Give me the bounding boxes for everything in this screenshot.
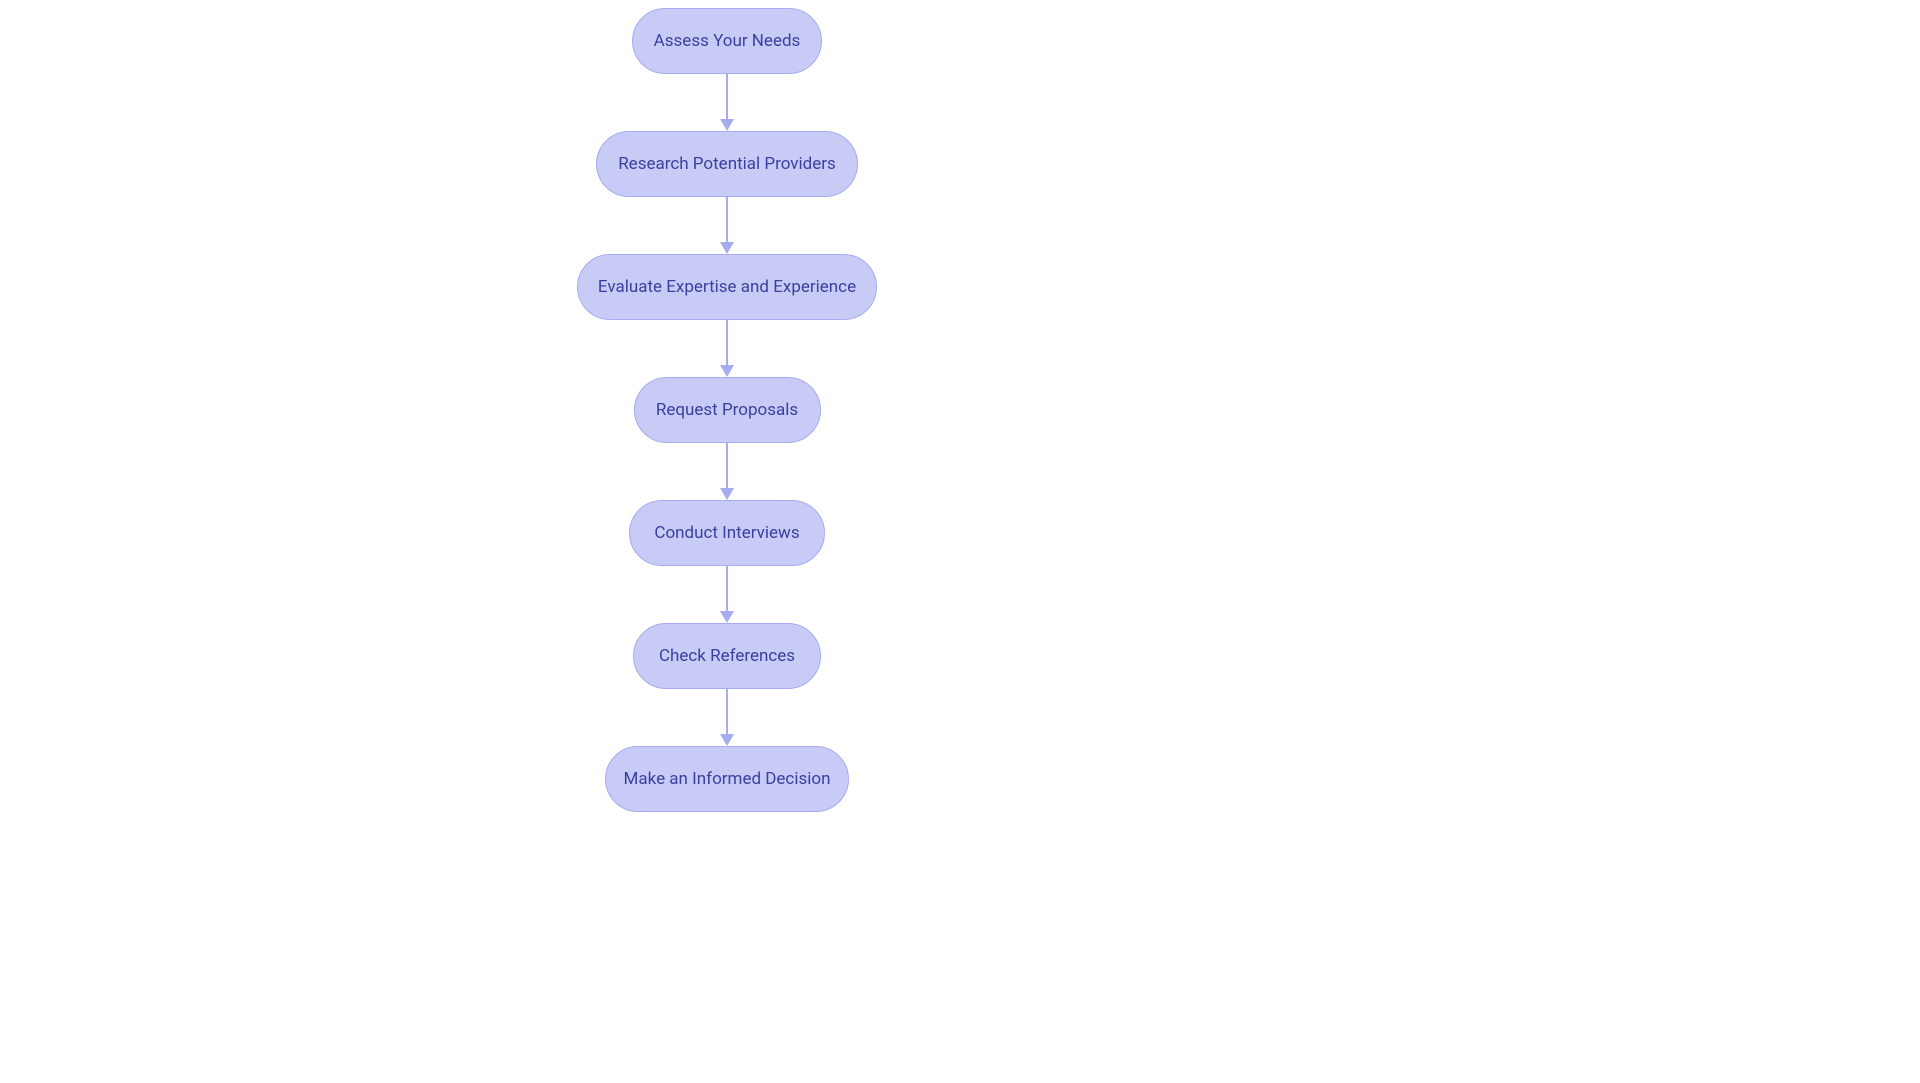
edge-line-evaluate-expertise-to-request-proposals — [726, 320, 728, 365]
edge-line-assess-needs-to-research-providers — [726, 74, 728, 119]
edge-line-conduct-interviews-to-check-references — [726, 566, 728, 611]
node-informed-decision: Make an Informed Decision — [605, 746, 849, 812]
node-check-references: Check References — [633, 623, 821, 689]
edge-arrowhead-research-providers-to-evaluate-expertise — [720, 242, 734, 254]
node-assess-needs: Assess Your Needs — [632, 8, 822, 74]
node-label: Check References — [659, 646, 795, 666]
node-evaluate-expertise: Evaluate Expertise and Experience — [577, 254, 877, 320]
edge-arrowhead-request-proposals-to-conduct-interviews — [720, 488, 734, 500]
edge-line-request-proposals-to-conduct-interviews — [726, 443, 728, 488]
node-conduct-interviews: Conduct Interviews — [629, 500, 825, 566]
node-research-providers: Research Potential Providers — [596, 131, 858, 197]
edge-arrowhead-check-references-to-informed-decision — [720, 734, 734, 746]
flowchart-container: Assess Your Needs Research Potential Prov… — [0, 0, 1920, 1083]
edge-arrowhead-conduct-interviews-to-check-references — [720, 611, 734, 623]
node-label: Assess Your Needs — [654, 31, 801, 51]
node-label: Request Proposals — [656, 400, 798, 420]
node-request-proposals: Request Proposals — [634, 377, 821, 443]
node-label: Make an Informed Decision — [624, 769, 831, 789]
edge-line-check-references-to-informed-decision — [726, 689, 728, 734]
node-label: Research Potential Providers — [618, 154, 836, 174]
edge-arrowhead-evaluate-expertise-to-request-proposals — [720, 365, 734, 377]
node-label: Conduct Interviews — [654, 523, 799, 543]
edge-arrowhead-assess-needs-to-research-providers — [720, 119, 734, 131]
edge-line-research-providers-to-evaluate-expertise — [726, 197, 728, 242]
node-label: Evaluate Expertise and Experience — [598, 277, 856, 297]
